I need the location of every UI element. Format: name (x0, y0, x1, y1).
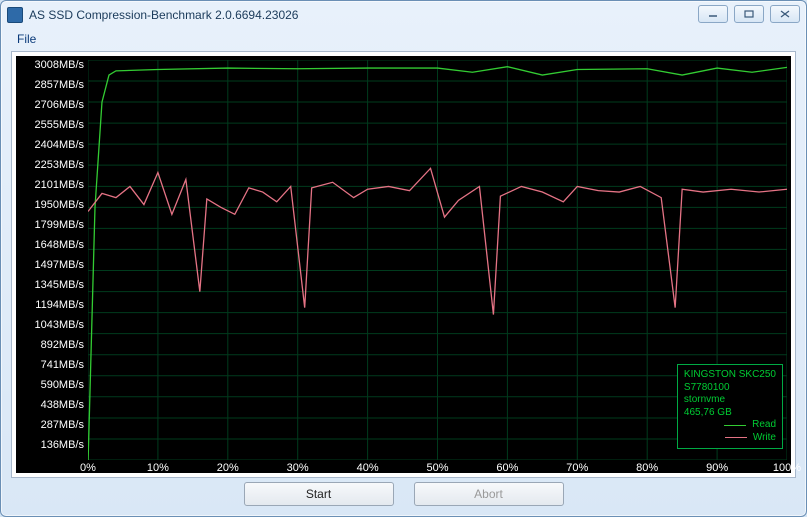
start-button[interactable]: Start (244, 482, 394, 506)
x-tick-label: 90% (706, 462, 728, 474)
legend-read-row: Read (684, 419, 776, 432)
y-axis-labels: 3008MB/s2857MB/s2706MB/s2555MB/s2404MB/s… (16, 60, 88, 460)
y-tick-label: 1194MB/s (16, 300, 88, 320)
x-tick-label: 60% (496, 462, 518, 474)
y-tick-label: 2404MB/s (16, 140, 88, 160)
legend-read-swatch (724, 425, 746, 426)
y-tick-label: 136MB/s (16, 440, 88, 460)
legend-device: KINGSTON SKC250 (684, 369, 776, 382)
y-tick-label: 2101MB/s (16, 180, 88, 200)
legend-write-row: Write (684, 432, 776, 445)
app-icon (7, 7, 23, 23)
y-tick-label: 741MB/s (16, 360, 88, 380)
menubar: File (1, 29, 806, 49)
x-tick-label: 100% (773, 462, 801, 474)
x-tick-label: 80% (636, 462, 658, 474)
y-tick-label: 2706MB/s (16, 100, 88, 120)
close-button[interactable] (770, 5, 800, 23)
y-tick-label: 2555MB/s (16, 120, 88, 140)
app-window: AS SSD Compression-Benchmark 2.0.6694.23… (0, 0, 807, 517)
legend-driver: stornvme (684, 394, 776, 407)
maximize-button[interactable] (734, 5, 764, 23)
legend-write-swatch (725, 437, 747, 438)
minimize-button[interactable] (698, 5, 728, 23)
legend-box: KINGSTON SKC250 S7780100 stornvme 465,76… (677, 364, 783, 449)
legend-write-label: Write (753, 432, 776, 445)
legend-capacity: 465,76 GB (684, 407, 776, 420)
window-buttons (698, 5, 800, 23)
titlebar: AS SSD Compression-Benchmark 2.0.6694.23… (1, 1, 806, 29)
x-tick-label: 20% (217, 462, 239, 474)
x-tick-label: 30% (287, 462, 309, 474)
y-tick-label: 3008MB/s (16, 60, 88, 80)
x-tick-label: 40% (357, 462, 379, 474)
footer: Start Abort (1, 482, 806, 510)
chart-area: 3008MB/s2857MB/s2706MB/s2555MB/s2404MB/s… (16, 56, 791, 473)
y-tick-label: 1345MB/s (16, 280, 88, 300)
y-tick-label: 2253MB/s (16, 160, 88, 180)
x-tick-label: 70% (566, 462, 588, 474)
y-tick-label: 1799MB/s (16, 220, 88, 240)
chart-panel: 3008MB/s2857MB/s2706MB/s2555MB/s2404MB/s… (11, 51, 796, 478)
x-tick-label: 0% (80, 462, 96, 474)
y-tick-label: 590MB/s (16, 380, 88, 400)
y-tick-label: 892MB/s (16, 340, 88, 360)
x-axis-labels: 0%10%20%30%40%50%60%70%80%90%100% (88, 462, 787, 478)
x-tick-label: 10% (147, 462, 169, 474)
y-tick-label: 2857MB/s (16, 80, 88, 100)
y-tick-label: 1497MB/s (16, 260, 88, 280)
y-tick-label: 1648MB/s (16, 240, 88, 260)
x-tick-label: 50% (426, 462, 448, 474)
y-tick-label: 287MB/s (16, 420, 88, 440)
y-tick-label: 1950MB/s (16, 200, 88, 220)
y-tick-label: 1043MB/s (16, 320, 88, 340)
y-tick-label: 438MB/s (16, 400, 88, 420)
legend-read-label: Read (752, 419, 776, 432)
window-title: AS SSD Compression-Benchmark 2.0.6694.23… (29, 8, 298, 22)
abort-button[interactable]: Abort (414, 482, 564, 506)
menu-file[interactable]: File (11, 30, 42, 48)
legend-serial: S7780100 (684, 382, 776, 395)
